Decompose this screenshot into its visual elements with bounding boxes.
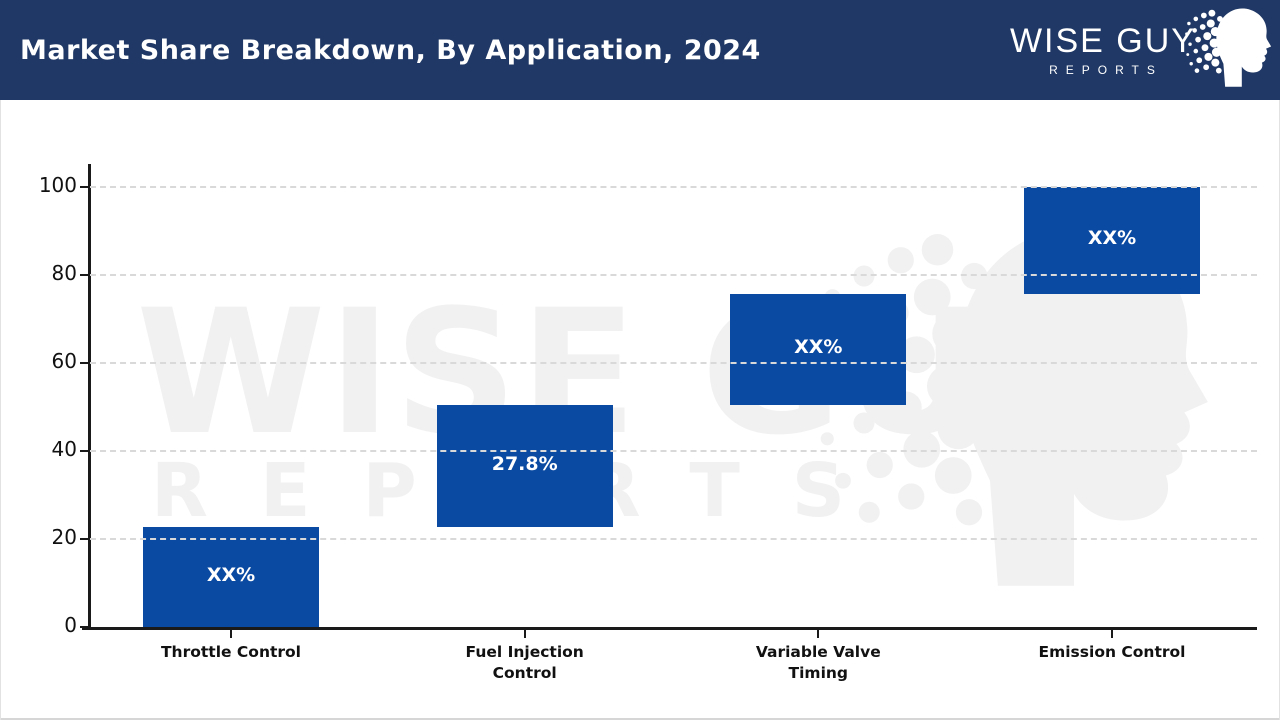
y-tick-mark — [80, 274, 89, 276]
x-category-label: Emission Control — [1038, 643, 1186, 661]
y-tick-label: 0 — [64, 613, 77, 637]
bar-segment — [143, 527, 319, 627]
bar-segment — [436, 404, 613, 528]
gridline — [90, 274, 1257, 276]
dotted-head-profile-icon — [1182, 6, 1274, 91]
bar-segment — [730, 293, 907, 405]
x-tick-mark — [230, 630, 232, 638]
gridline — [90, 362, 1257, 364]
y-tick-mark — [80, 362, 89, 364]
wise-guy-reports-logo: WISE GUY REPORTS — [1010, 7, 1274, 91]
bar-value-label: XX% — [1087, 227, 1137, 250]
x-category-label: Variable Valve Timing — [755, 643, 881, 682]
x-tick-mark — [523, 630, 526, 638]
x-axis-line — [82, 627, 1257, 630]
logo-text: WISE GUY REPORTS — [1010, 24, 1196, 77]
y-tick-label: 80 — [51, 261, 77, 285]
gridline — [90, 450, 1257, 452]
y-axis-line — [88, 164, 91, 629]
bottom-divider — [1, 718, 1279, 720]
y-tick-mark — [80, 626, 89, 628]
y-tick-mark — [80, 186, 89, 188]
x-tick-mark — [817, 630, 820, 638]
bar-value-label: XX% — [206, 564, 256, 587]
header-banner: Market Share Breakdown, By Application, … — [0, 0, 1280, 100]
page-title: Market Share Breakdown, By Application, … — [20, 34, 761, 66]
x-category-label: Throttle Control — [160, 643, 301, 661]
gridline — [90, 186, 1257, 188]
y-tick-label: 60 — [51, 349, 77, 373]
gridline — [90, 538, 1257, 540]
bar-value-label: XX% — [794, 336, 843, 359]
y-tick-mark — [80, 538, 89, 540]
x-category-label: Fuel Injection Control — [465, 643, 584, 682]
y-tick-mark — [80, 450, 89, 452]
logo-tagline: REPORTS — [1049, 62, 1163, 77]
x-tick-mark — [1111, 630, 1113, 638]
logo-wordmark: WISE GUY — [1009, 21, 1196, 60]
y-tick-label: 100 — [38, 173, 77, 197]
bar-segment — [1024, 187, 1200, 294]
y-tick-label: 40 — [51, 437, 77, 461]
bar-value-label: 27.8% — [491, 452, 558, 475]
y-tick-label: 20 — [51, 525, 77, 549]
